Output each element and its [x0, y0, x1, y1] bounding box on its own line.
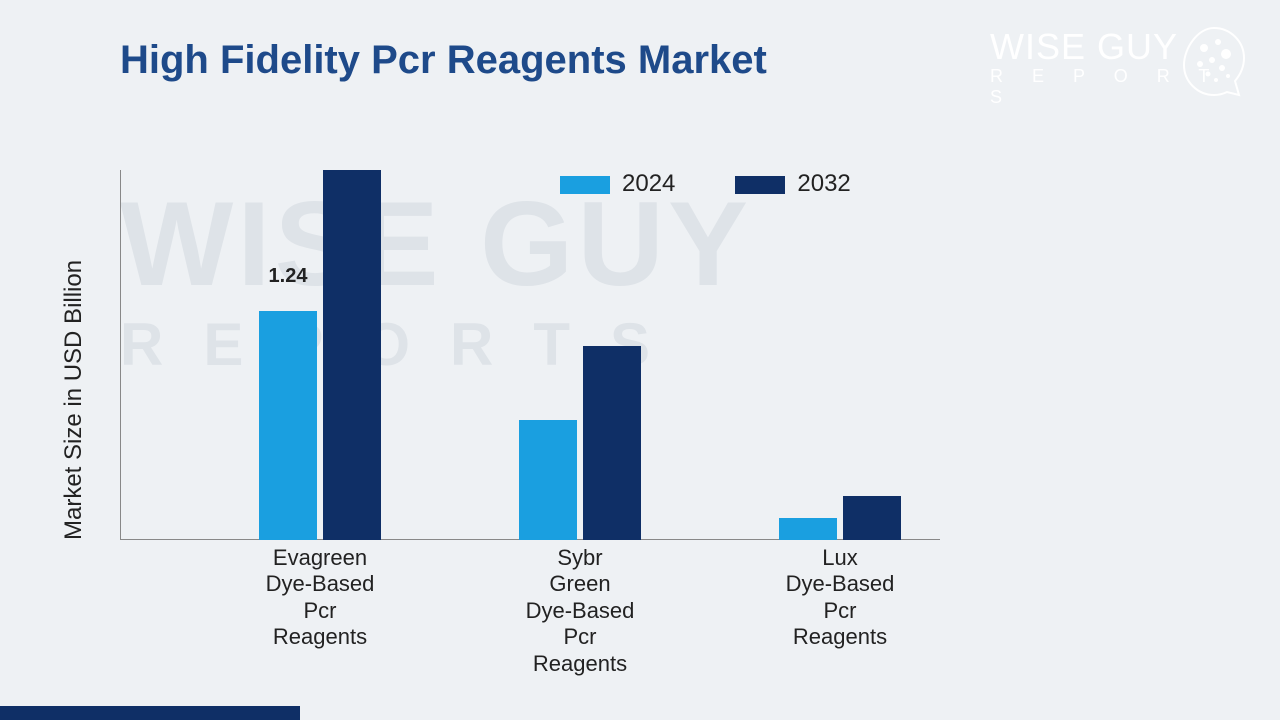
plot-area: 1.24: [120, 170, 940, 540]
y-axis-line: [120, 170, 121, 540]
chart-stage: WISE GUY R E P O R T S High Fidelity Pcr…: [0, 0, 1280, 720]
bar-value-label: 1.24: [269, 265, 308, 288]
chart-title: High Fidelity Pcr Reagents Market: [120, 38, 767, 83]
bar: [779, 518, 837, 540]
x-axis-category-label: SybrGreenDye-BasedPcrReagents: [490, 545, 670, 677]
brand-head-icon: [1178, 26, 1250, 112]
x-axis-category-label: LuxDye-BasedPcrReagents: [750, 545, 930, 651]
bar: [583, 346, 641, 540]
bar: [259, 311, 317, 540]
y-axis-label: Market Size in USD Billion: [60, 260, 88, 540]
bar: [843, 496, 901, 540]
footer-accent-bar: [0, 706, 300, 720]
brand-logo: WISE GUY R E P O R T S: [990, 26, 1250, 116]
x-axis-category-label: EvagreenDye-BasedPcrReagents: [230, 545, 410, 651]
bar: [519, 420, 577, 540]
bar: [323, 170, 381, 540]
